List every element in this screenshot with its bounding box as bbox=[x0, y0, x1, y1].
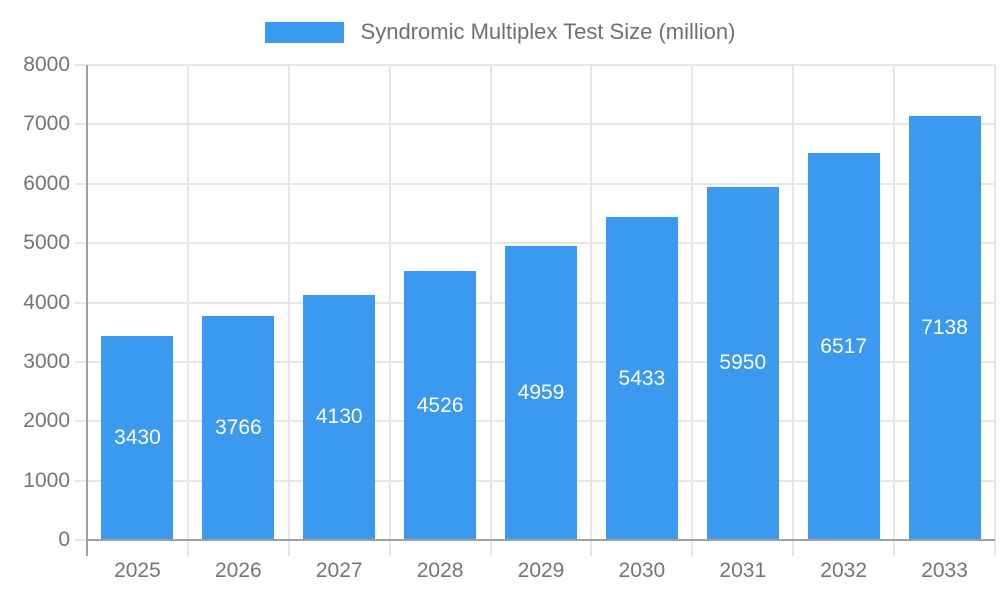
x-gridline bbox=[590, 65, 593, 540]
legend-swatch bbox=[264, 21, 344, 43]
y-tick-mark bbox=[75, 420, 87, 423]
y-tick-label: 4000 bbox=[23, 290, 70, 314]
y-tick-label: 1000 bbox=[23, 468, 70, 492]
bar-2026[interactable] bbox=[202, 316, 275, 540]
bar-value-label: 3430 bbox=[114, 426, 161, 450]
y-axis-line bbox=[86, 65, 88, 556]
bar-2028[interactable] bbox=[404, 271, 477, 540]
x-tick-label: 2028 bbox=[416, 559, 464, 582]
x-gridline bbox=[287, 65, 290, 540]
x-gridline bbox=[792, 65, 795, 540]
x-gridline bbox=[994, 65, 996, 540]
x-tick-mark bbox=[489, 540, 492, 556]
legend-label: Syndromic Multiplex Test Size (million) bbox=[360, 19, 736, 44]
x-gridline bbox=[186, 65, 189, 540]
y-tick-mark bbox=[75, 539, 87, 541]
y-tick-mark bbox=[75, 360, 87, 363]
y-tick-mark bbox=[75, 479, 87, 482]
bar-value-label: 7138 bbox=[921, 316, 968, 340]
bar-value-label: 4959 bbox=[517, 380, 565, 404]
y-tick-label: 2000 bbox=[23, 409, 70, 433]
y-tick-label: 5000 bbox=[23, 231, 70, 255]
x-tick-label: 2029 bbox=[517, 559, 565, 582]
x-tick-mark bbox=[792, 540, 795, 556]
bar-value-label: 5950 bbox=[719, 351, 767, 375]
y-gridline bbox=[87, 182, 995, 185]
y-tick-label: 0 bbox=[58, 528, 70, 551]
bar-value-label: 5433 bbox=[618, 366, 666, 390]
y-tick-label: 6000 bbox=[23, 171, 70, 195]
bar-value-label: 4130 bbox=[315, 405, 363, 429]
x-tick-label: 2026 bbox=[214, 559, 262, 582]
y-tick-mark bbox=[75, 182, 87, 185]
bar-2027[interactable] bbox=[303, 294, 376, 540]
y-gridline bbox=[87, 242, 995, 245]
x-tick-label: 2031 bbox=[719, 559, 767, 582]
bar-value-label: 4526 bbox=[416, 393, 464, 417]
bar-2029[interactable] bbox=[505, 245, 577, 540]
x-tick-label: 2033 bbox=[921, 559, 968, 582]
x-gridline bbox=[489, 65, 492, 540]
bar-2033[interactable] bbox=[908, 116, 981, 540]
x-axis-line bbox=[87, 539, 995, 541]
x-tick-mark bbox=[388, 540, 391, 556]
bar-2025[interactable] bbox=[101, 336, 174, 540]
bar-value-label: 3766 bbox=[214, 416, 262, 440]
x-tick-label: 2032 bbox=[820, 559, 868, 582]
bar-2031[interactable] bbox=[706, 186, 779, 540]
x-tick-mark bbox=[893, 540, 896, 556]
y-tick-label: 8000 bbox=[23, 53, 70, 76]
bar-value-label: 6517 bbox=[820, 334, 868, 358]
x-gridline bbox=[388, 65, 391, 540]
y-tick-label: 7000 bbox=[23, 112, 70, 136]
y-tick-mark bbox=[75, 123, 87, 126]
x-tick-label: 2027 bbox=[315, 559, 363, 582]
bar-2030[interactable] bbox=[605, 217, 678, 540]
x-tick-label: 2025 bbox=[114, 559, 161, 582]
y-gridline bbox=[87, 64, 995, 66]
x-gridline bbox=[691, 65, 694, 540]
y-tick-label: 3000 bbox=[23, 349, 70, 373]
x-tick-mark bbox=[186, 540, 189, 556]
x-tick-mark bbox=[590, 540, 593, 556]
y-tick-mark bbox=[75, 301, 87, 304]
x-tick-mark bbox=[994, 540, 996, 556]
x-tick-mark bbox=[287, 540, 290, 556]
legend[interactable]: Syndromic Multiplex Test Size (million) bbox=[0, 18, 1000, 46]
bar-2032[interactable] bbox=[807, 153, 880, 540]
x-tick-mark bbox=[691, 540, 694, 556]
x-gridline bbox=[893, 65, 896, 540]
y-tick-mark bbox=[75, 64, 87, 66]
x-tick-label: 2030 bbox=[618, 559, 666, 582]
y-gridline bbox=[87, 123, 995, 126]
y-tick-mark bbox=[75, 242, 87, 245]
